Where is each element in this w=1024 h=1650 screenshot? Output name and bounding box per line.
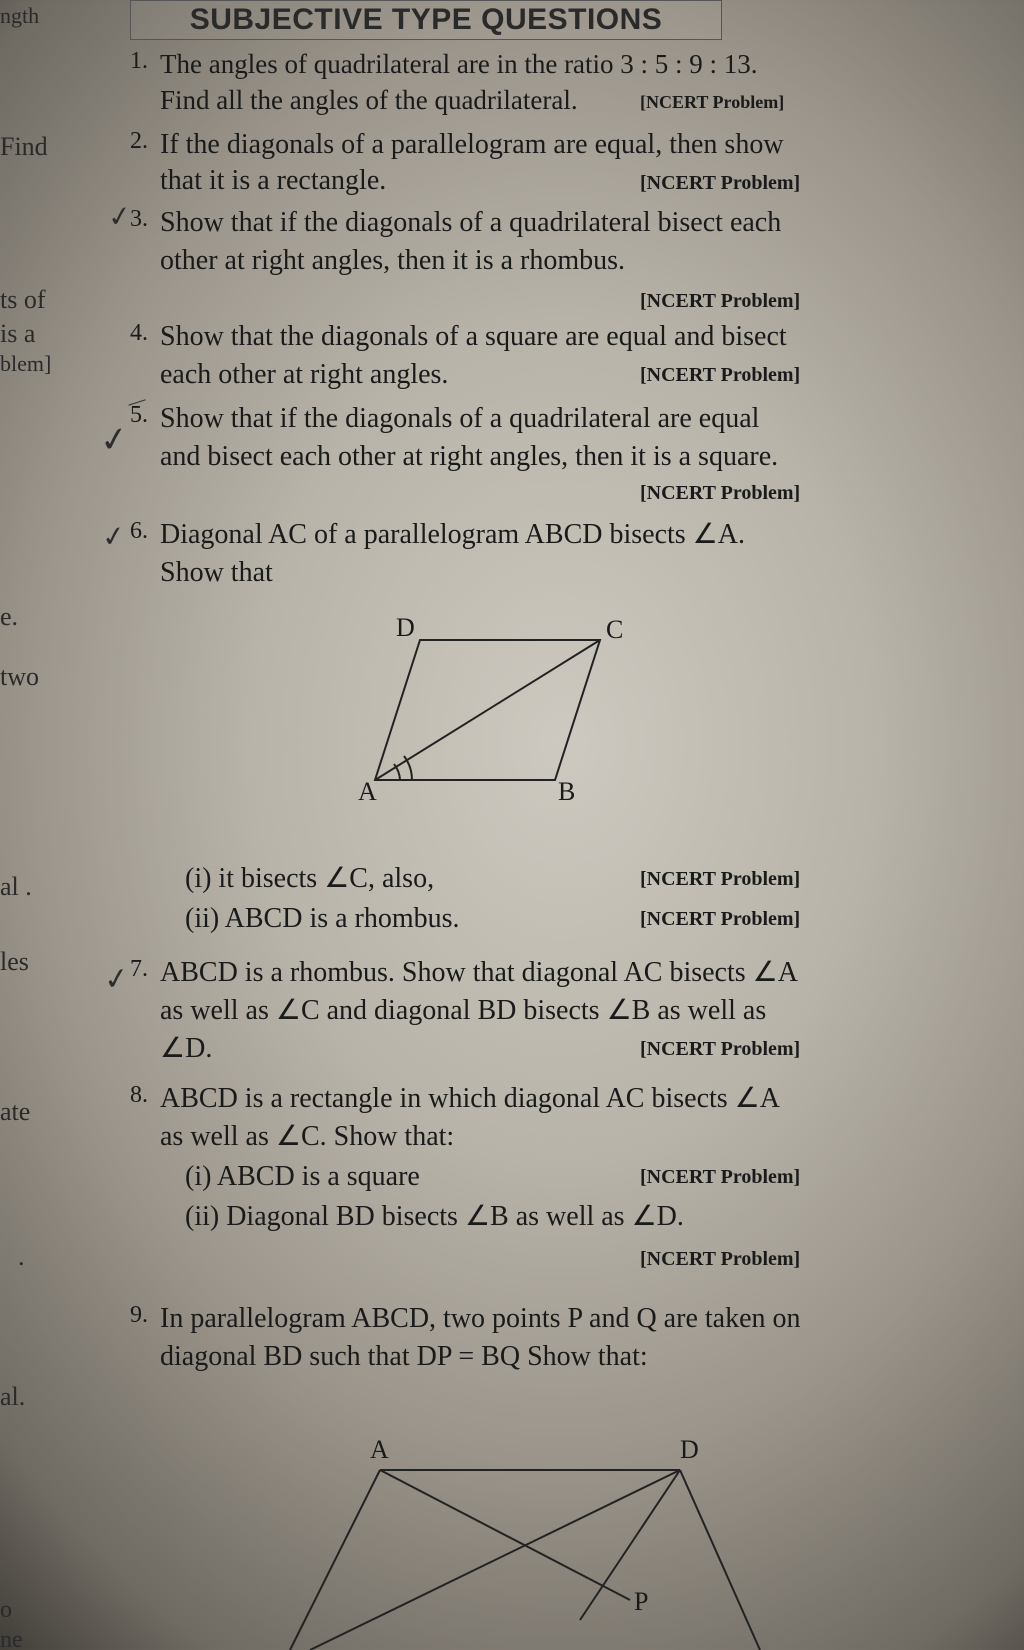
question-line: other at right angles, then it is a rhom… (160, 242, 625, 280)
question-line: The angles of quadrilateral are in the r… (160, 46, 758, 82)
question-number: 6. (118, 518, 148, 545)
question-line: and bisect each other at right angles, t… (160, 438, 778, 476)
vertex-label: P (634, 1587, 648, 1616)
question-line: Show that (160, 554, 273, 592)
question-line: that it is a rectangle. (160, 162, 386, 200)
ncert-tag: [NCERT Problem] (640, 90, 784, 114)
question-line: Find all the angles of the quadrilateral… (160, 82, 578, 118)
question-number: 4. (118, 320, 148, 347)
question-number: 7. (118, 956, 148, 983)
ncert-tag: [NCERT Problem] (640, 362, 800, 389)
vertex-label: D (680, 1435, 699, 1464)
question-number: 2. (118, 128, 148, 155)
page-root: SUBJECTIVE TYPE QUESTIONS ngth Find ts o… (0, 0, 1024, 1650)
question-line: Diagonal AC of a parallelogram ABCD bise… (160, 516, 745, 554)
vertex-label: D (396, 613, 415, 642)
question-line: ∠D. (160, 1030, 212, 1068)
question-number: 9. (118, 1302, 148, 1329)
ncert-tag: [NCERT Problem] (640, 866, 800, 893)
margin-fragment: two (0, 660, 39, 694)
question-line: ABCD is a rhombus. Show that diagonal AC… (160, 954, 798, 992)
ncert-tag: [NCERT Problem] (640, 1246, 800, 1273)
ncert-tag: [NCERT Problem] (640, 1036, 800, 1063)
parallelogram-diagram: A B C D (300, 600, 660, 820)
question-number: 3. (118, 206, 148, 233)
margin-fragment: is a (0, 317, 35, 351)
ncert-tag: [NCERT Problem] (640, 288, 800, 315)
margin-fragment: Find (0, 130, 48, 164)
margin-fragment: . (18, 1240, 25, 1274)
question-line: as well as ∠C and diagonal BD bisects ∠B… (160, 992, 766, 1030)
margin-fragment: e. (0, 600, 18, 634)
margin-fragment: al . (0, 870, 32, 904)
ncert-tag: [NCERT Problem] (640, 170, 800, 197)
vertex-label: A (358, 777, 377, 806)
ncert-tag: [NCERT Problem] (640, 906, 800, 933)
question-line: Show that the diagonals of a square are … (160, 318, 787, 356)
question-line: Show that if the diagonals of a quadrila… (160, 400, 759, 438)
question-line: Show that if the diagonals of a quadrila… (160, 204, 781, 242)
question-line: diagonal BD such that DP = BQ Show that: (160, 1338, 648, 1376)
ncert-tag: [NCERT Problem] (640, 480, 800, 507)
question-number: 1. (118, 48, 148, 75)
margin-fragment: al. (0, 1380, 25, 1414)
margin-fragment: blem] (0, 350, 51, 379)
question-line: each other at right angles. (160, 356, 448, 394)
vertex-label: B (558, 777, 575, 806)
vertex-label: C (606, 615, 623, 644)
question-number: 5. (118, 402, 148, 429)
section-header: SUBJECTIVE TYPE QUESTIONS (130, 0, 722, 40)
margin-fragment: ate (0, 1095, 30, 1129)
vertex-label: A (370, 1435, 389, 1464)
question-line: In parallelogram ABCD, two points P and … (160, 1300, 801, 1338)
question-line: ABCD is a rectangle in which diagonal AC… (160, 1080, 780, 1118)
margin-fragment: les (0, 945, 29, 979)
ncert-tag: [NCERT Problem] (640, 1164, 800, 1191)
subquestion-line: (i) it bisects ∠C, also, (185, 860, 434, 898)
parallelogram-diagram-q9: A D P (250, 1410, 770, 1650)
margin-fragment: ngth (0, 2, 39, 31)
margin-fragment: ts of (0, 283, 46, 317)
question-line: as well as ∠C. Show that: (160, 1118, 454, 1156)
section-title: SUBJECTIVE TYPE QUESTIONS (190, 3, 663, 37)
subquestion-line: (i) ABCD is a square (185, 1158, 420, 1196)
question-line: If the diagonals of a parallelogram are … (160, 126, 784, 164)
margin-fragment: ne (0, 1625, 23, 1650)
question-number: 8. (118, 1082, 148, 1109)
subquestion-line: (ii) ABCD is a rhombus. (185, 900, 460, 938)
subquestion-line: (ii) Diagonal BD bisects ∠B as well as ∠… (185, 1198, 684, 1236)
margin-fragment: o (0, 1595, 12, 1626)
